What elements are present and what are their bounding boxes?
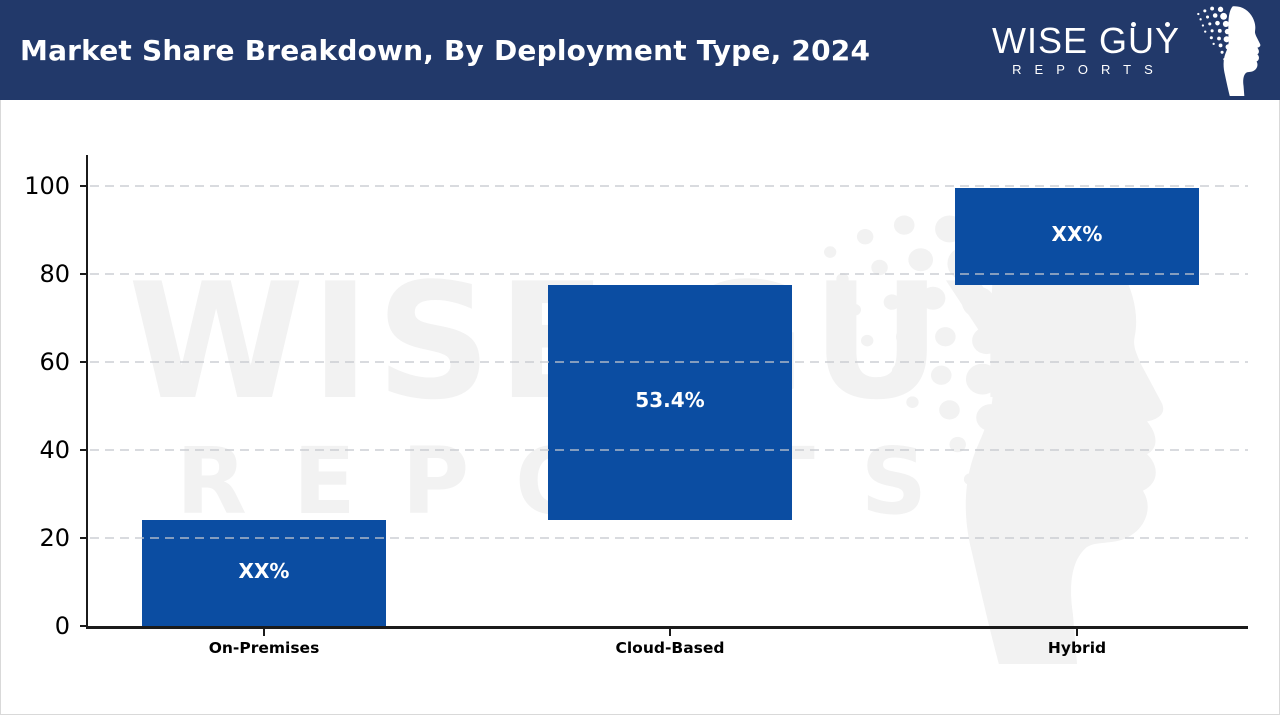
y-tick-label-40: 40 (39, 436, 70, 464)
gridline-y60 (90, 361, 1248, 363)
y-tick-100 (80, 185, 88, 187)
header: Market Share Breakdown, By Deployment Ty… (0, 0, 1280, 100)
x-tick-on-premises (263, 628, 265, 636)
brand-name: WISE GUY (991, 20, 1180, 61)
brand-dot-icon (1165, 22, 1170, 27)
y-tick-60 (80, 361, 88, 363)
y-tick-label-80: 80 (39, 260, 70, 288)
brand-sub: REPORTS (1012, 62, 1166, 77)
bar-label-hybrid: XX% (1051, 222, 1103, 247)
brand-dot-icon (1131, 22, 1136, 27)
bar-cloud-based (548, 284, 792, 520)
bar-label-cloud-based: 53.4% (635, 388, 705, 413)
bar-label-on-premises: XX% (238, 558, 290, 583)
bar-hybrid (955, 187, 1199, 285)
brand-logo: WISE GUY REPORTS (992, 4, 1266, 96)
brand-logo-text: WISE GUY REPORTS (991, 20, 1180, 77)
y-tick-80 (80, 273, 88, 275)
category-label-cloud-based: Cloud-Based (615, 639, 725, 657)
y-tick-label-60: 60 (39, 348, 70, 376)
y-tick-label-100: 100 (24, 172, 70, 200)
x-tick-cloud-based (669, 628, 671, 636)
y-tick-40 (80, 449, 88, 451)
gridline-y20 (90, 537, 1248, 539)
y-axis (86, 155, 88, 628)
category-label-hybrid: Hybrid (1047, 639, 1107, 657)
page-title: Market Share Breakdown, By Deployment Ty… (20, 33, 871, 67)
gridline-y80 (90, 273, 1248, 275)
y-tick-20 (80, 537, 88, 539)
y-tick-label-0: 0 (54, 612, 70, 640)
y-tick-0 (80, 625, 88, 627)
x-axis (86, 626, 1248, 629)
gridline-y40 (90, 449, 1248, 451)
wise-guy-head-icon (1197, 6, 1261, 96)
x-tick-hybrid (1076, 628, 1078, 636)
y-tick-label-20: 20 (39, 524, 70, 552)
gridline-y100 (90, 185, 1248, 187)
category-label-on-premises: On-Premises (208, 639, 320, 657)
